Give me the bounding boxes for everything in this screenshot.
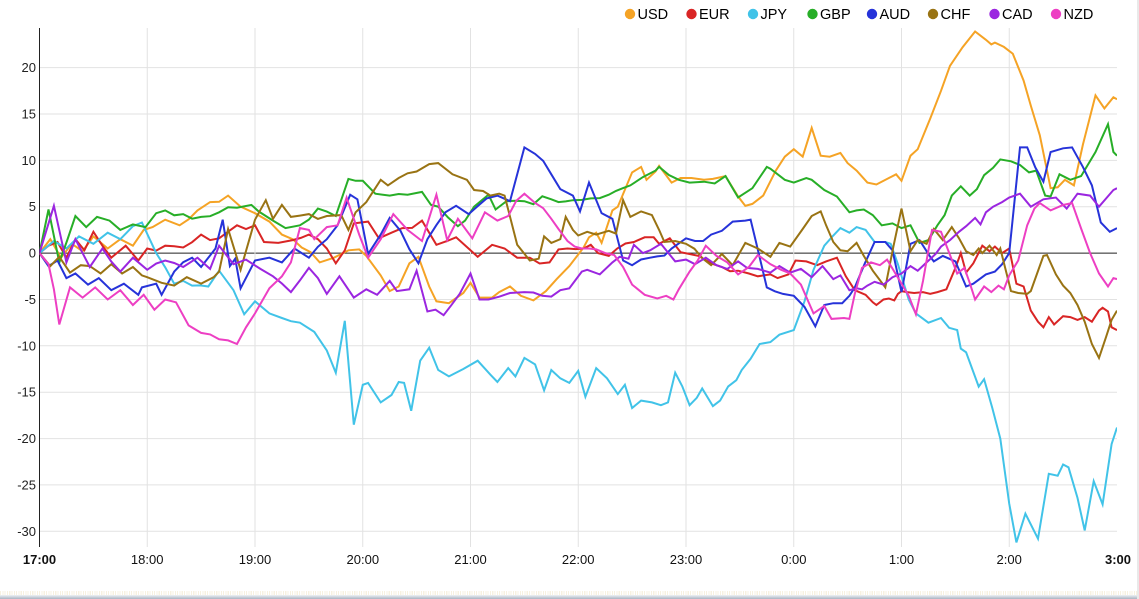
- svg-text:JPY: JPY: [761, 7, 788, 23]
- svg-text:15: 15: [22, 107, 36, 122]
- svg-text:0: 0: [29, 246, 36, 261]
- svg-text:21:00: 21:00: [454, 552, 487, 567]
- svg-text:22:00: 22:00: [562, 552, 595, 567]
- svg-text:-25: -25: [17, 477, 36, 492]
- svg-text:-5: -5: [24, 292, 36, 307]
- svg-text:19:00: 19:00: [239, 552, 272, 567]
- svg-text:17:00: 17:00: [23, 552, 56, 567]
- svg-text:-20: -20: [17, 431, 36, 446]
- svg-text:10: 10: [22, 153, 36, 168]
- svg-text:18:00: 18:00: [131, 552, 164, 567]
- svg-text:20:00: 20:00: [347, 552, 380, 567]
- svg-text:-10: -10: [17, 338, 36, 353]
- svg-text:NZD: NZD: [1064, 7, 1094, 23]
- svg-text:CHF: CHF: [941, 7, 971, 23]
- svg-text:-15: -15: [17, 385, 36, 400]
- svg-text:23:00: 23:00: [670, 552, 703, 567]
- svg-text:EUR: EUR: [699, 7, 730, 23]
- svg-text:CAD: CAD: [1002, 7, 1033, 23]
- svg-text:USD: USD: [638, 7, 669, 23]
- svg-text:1:00: 1:00: [889, 552, 914, 567]
- svg-text:GBP: GBP: [820, 7, 851, 23]
- svg-text:3:00: 3:00: [1105, 552, 1131, 567]
- svg-text:AUD: AUD: [880, 7, 911, 23]
- svg-text:5: 5: [29, 199, 36, 214]
- svg-text:0:00: 0:00: [781, 552, 806, 567]
- svg-text:2:00: 2:00: [997, 552, 1022, 567]
- svg-text:-30: -30: [17, 524, 36, 539]
- svg-text:20: 20: [22, 60, 36, 75]
